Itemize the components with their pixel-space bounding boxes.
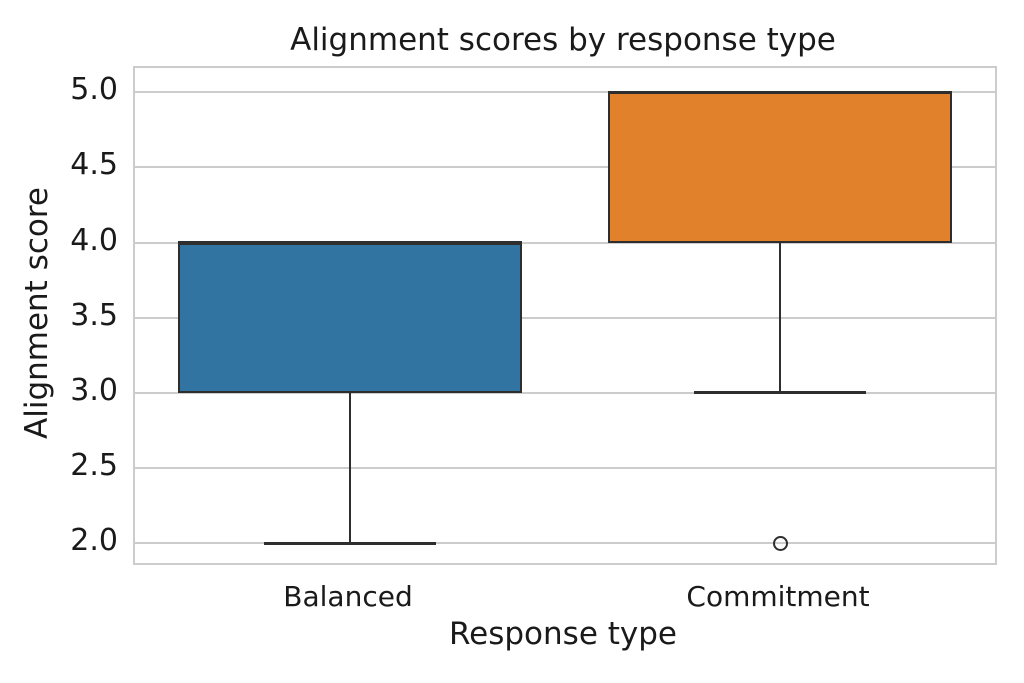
gridline-y-2.0 bbox=[135, 542, 995, 545]
x-tick-label-Balanced: Balanced bbox=[283, 580, 413, 613]
lower-whisker-Balanced bbox=[348, 392, 352, 544]
median-Commitment bbox=[608, 90, 952, 94]
lower-whisker-cap-Commitment bbox=[694, 391, 866, 395]
outlier-Commitment bbox=[772, 535, 788, 551]
x-tick-label-Commitment: Commitment bbox=[686, 580, 870, 613]
box-Balanced bbox=[178, 242, 522, 393]
lower-whisker-cap-Balanced bbox=[264, 541, 436, 545]
median-Balanced bbox=[178, 241, 522, 244]
lower-whisker-Commitment bbox=[778, 242, 782, 393]
plot-area bbox=[133, 66, 997, 565]
y-tick-label-3.0: 3.0 bbox=[70, 372, 118, 408]
x-axis-label: Response type bbox=[449, 616, 677, 652]
y-tick-label-5.0: 5.0 bbox=[70, 72, 118, 108]
gridline-y-3.0 bbox=[135, 391, 995, 394]
y-tick-label-4.5: 4.5 bbox=[70, 147, 118, 183]
y-tick-label-3.5: 3.5 bbox=[70, 297, 118, 333]
gridline-y-2.5 bbox=[135, 467, 995, 470]
gridline-y-3.5 bbox=[135, 316, 995, 319]
gridline-y-4.0 bbox=[135, 241, 995, 244]
y-tick-label-2.0: 2.0 bbox=[70, 523, 118, 559]
y-tick-label-2.5: 2.5 bbox=[70, 448, 118, 484]
gridline-y-5.0 bbox=[135, 91, 995, 94]
box-Commitment bbox=[608, 92, 952, 243]
chart-title: Alignment scores by response type bbox=[290, 22, 836, 58]
gridline-y-4.5 bbox=[135, 166, 995, 169]
y-tick-label-4.0: 4.0 bbox=[70, 222, 118, 258]
